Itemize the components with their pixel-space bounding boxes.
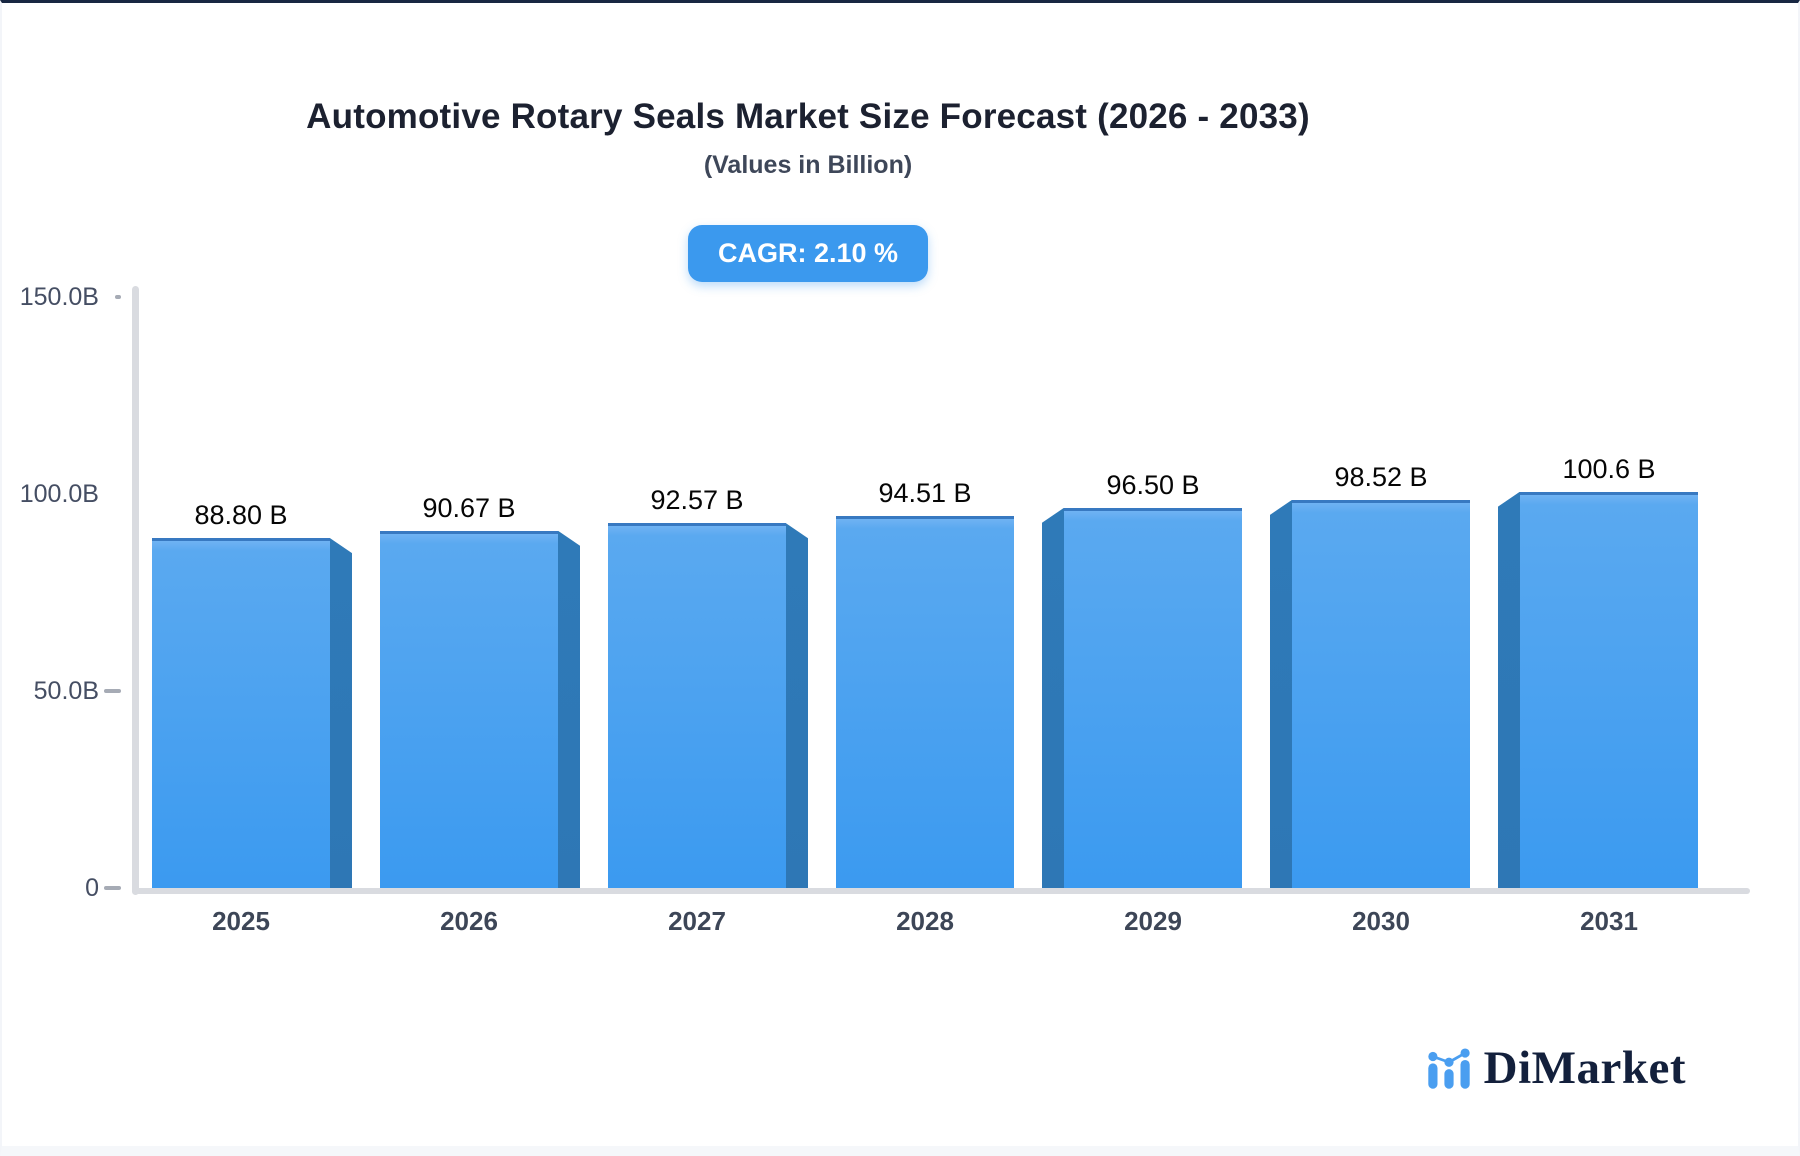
y-axis-tick-label: 150.0B bbox=[19, 283, 99, 311]
bar-value-label: 94.51 B bbox=[878, 477, 972, 508]
x-axis-label: 2028 bbox=[896, 906, 954, 936]
y-axis-line bbox=[132, 286, 139, 895]
bar-value-label: 96.50 B bbox=[1106, 469, 1200, 500]
brand-name: DiMarket bbox=[1483, 1042, 1686, 1094]
dimarket-bar-chart-logo-icon bbox=[1427, 1048, 1470, 1089]
chart-title: Automotive Rotary Seals Market Size Fore… bbox=[306, 97, 1310, 136]
brand-watermark: DiMarket bbox=[1426, 1041, 1686, 1095]
bar-2028[interactable] bbox=[836, 515, 1014, 888]
bar-2026[interactable] bbox=[380, 530, 558, 888]
bar-2030[interactable] bbox=[1292, 499, 1470, 888]
x-axis-label: 2027 bbox=[668, 906, 726, 936]
bar-value-label: 100.6 B bbox=[1562, 453, 1656, 484]
chart-subtitle: (Values in Billion) bbox=[703, 151, 913, 179]
cagr-badge-wrap: CAGR: 2.10 % bbox=[2, 225, 1614, 282]
y-axis-tick-mark bbox=[104, 689, 121, 693]
bar-2027[interactable] bbox=[608, 523, 786, 888]
bar-2029[interactable] bbox=[1064, 507, 1242, 888]
bar-2027-side-face bbox=[786, 523, 808, 888]
x-axis-line bbox=[132, 888, 1750, 894]
bar-value-label: 92.57 B bbox=[650, 485, 744, 516]
x-axis-label: 2030 bbox=[1352, 906, 1410, 936]
x-axis-label: 2031 bbox=[1580, 906, 1638, 936]
bar-2031[interactable] bbox=[1520, 491, 1698, 888]
y-axis-tick-label: 0 bbox=[85, 874, 99, 902]
bar-2031-side-face bbox=[1498, 491, 1520, 888]
bar-value-label: 98.52 B bbox=[1334, 461, 1428, 492]
y-axis-tick-label: 50.0B bbox=[33, 677, 99, 705]
bar-value-label: 90.67 B bbox=[422, 492, 516, 523]
bar-value-label: 88.80 B bbox=[194, 500, 288, 531]
y-axis-tick-mark bbox=[115, 295, 121, 299]
x-axis-label: 2029 bbox=[1124, 906, 1182, 936]
bar-2026-side-face bbox=[558, 530, 580, 888]
y-axis-tick-label: 100.0B bbox=[19, 480, 99, 508]
bar-2030-side-face bbox=[1270, 499, 1292, 888]
y-axis-tick-mark bbox=[104, 886, 121, 890]
bar-2025[interactable] bbox=[152, 538, 330, 888]
bar-2025-side-face bbox=[330, 538, 352, 888]
x-axis-label: 2025 bbox=[212, 906, 270, 936]
bar-2029-side-face bbox=[1042, 507, 1064, 888]
x-axis-label: 2026 bbox=[440, 906, 498, 936]
cagr-badge: CAGR: 2.10 % bbox=[687, 225, 929, 282]
